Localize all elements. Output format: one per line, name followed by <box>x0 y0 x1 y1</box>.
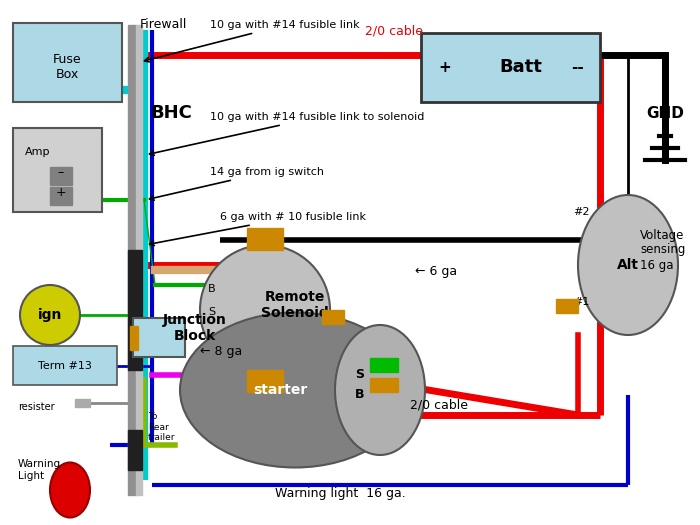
Text: B: B <box>208 284 216 294</box>
Bar <box>322 310 344 324</box>
Text: starter: starter <box>253 383 307 397</box>
Text: +: + <box>439 60 452 75</box>
Text: Batt: Batt <box>499 58 542 77</box>
Ellipse shape <box>180 312 410 467</box>
Text: 10 ga with #14 fusible link to solenoid: 10 ga with #14 fusible link to solenoid <box>150 112 424 155</box>
Text: #2: #2 <box>573 207 589 217</box>
Bar <box>75 399 90 407</box>
Text: BHC: BHC <box>150 104 192 122</box>
Bar <box>130 326 138 350</box>
Text: ← 8 ga: ← 8 ga <box>200 345 242 358</box>
Text: Voltage
sensing
16 ga: Voltage sensing 16 ga <box>640 228 685 271</box>
Text: 6 ga with # 10 fusible link: 6 ga with # 10 fusible link <box>150 212 366 246</box>
Ellipse shape <box>335 325 425 455</box>
Text: resister: resister <box>18 402 55 412</box>
Text: Warning light  16 ga.: Warning light 16 ga. <box>275 487 406 500</box>
Bar <box>247 228 283 250</box>
Bar <box>247 370 283 392</box>
Text: 2/0 cable: 2/0 cable <box>365 25 423 38</box>
Text: Firewall: Firewall <box>140 18 188 31</box>
FancyBboxPatch shape <box>13 23 122 102</box>
Ellipse shape <box>578 195 678 335</box>
Text: S: S <box>208 307 215 317</box>
Text: Amp: Amp <box>25 147 50 157</box>
FancyBboxPatch shape <box>133 318 185 357</box>
Text: Remote
Solenoid: Remote Solenoid <box>261 290 329 320</box>
Text: Warning
Light: Warning Light <box>18 459 61 481</box>
Text: ign: ign <box>38 308 62 322</box>
Bar <box>128 25 136 495</box>
Bar <box>136 25 142 495</box>
Text: #1: #1 <box>573 297 589 307</box>
Text: +: + <box>56 186 66 199</box>
Text: To
Rear
trailer: To Rear trailer <box>148 412 176 442</box>
Text: Fuse
Box: Fuse Box <box>52 53 81 81</box>
Bar <box>50 167 72 185</box>
Text: S: S <box>356 369 365 382</box>
Text: Term #13: Term #13 <box>38 361 92 371</box>
Text: 14 ga from ig switch: 14 ga from ig switch <box>150 167 324 200</box>
Text: Alt: Alt <box>617 258 639 272</box>
Bar <box>556 299 578 313</box>
Text: 2/0 cable: 2/0 cable <box>410 398 468 411</box>
Text: Junction
Block: Junction Block <box>163 313 227 343</box>
Circle shape <box>20 285 80 345</box>
FancyBboxPatch shape <box>13 346 117 385</box>
Text: 10 ga with #14 fusible link: 10 ga with #14 fusible link <box>144 20 360 62</box>
Bar <box>50 187 72 205</box>
Text: --: -- <box>572 60 584 75</box>
FancyBboxPatch shape <box>13 128 102 212</box>
Bar <box>370 378 398 392</box>
FancyBboxPatch shape <box>421 33 600 102</box>
Text: GND: GND <box>646 106 684 121</box>
Bar <box>370 358 398 372</box>
Text: ← 6 ga: ← 6 ga <box>415 265 457 278</box>
Text: B: B <box>355 388 365 402</box>
Text: –: – <box>58 166 64 179</box>
Bar <box>128 250 142 370</box>
Ellipse shape <box>50 463 90 518</box>
Bar <box>128 430 142 470</box>
Circle shape <box>200 245 330 375</box>
